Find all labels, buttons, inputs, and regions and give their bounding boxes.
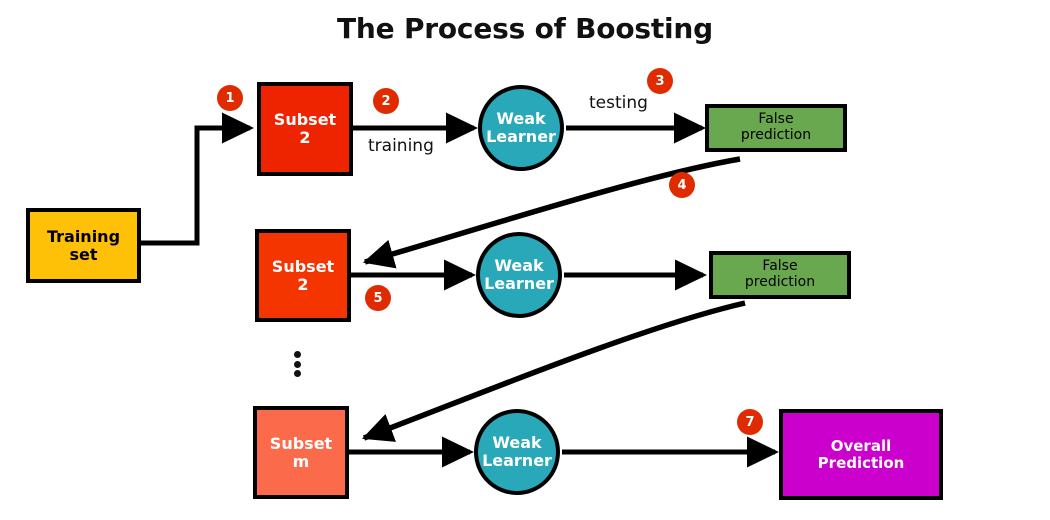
subset-box-row1[interactable]: Subset 2 (257, 82, 353, 176)
vertical-ellipsis-icon (293, 351, 302, 377)
weak-learner-row3-label-line2: Learner (482, 451, 552, 470)
step-badge-2: 2 (373, 88, 399, 114)
weak-learner-row1-label-line1: Weak (496, 109, 546, 129)
weak-learner-circle-row1[interactable]: Weak Learner (478, 85, 564, 171)
subset-row1-label-line1: Subset (273, 110, 337, 130)
training-set-box[interactable]: Training set (26, 208, 141, 283)
false-prediction-box-row1[interactable]: False prediction (705, 104, 847, 152)
subset-row2-label-line2: 2 (297, 274, 309, 294)
edge-feedback-false2-to-subset3 (361, 300, 746, 442)
ellipsis-dot (294, 370, 301, 377)
step-badge-3: 3 (647, 68, 673, 94)
ellipsis-dot (294, 351, 301, 358)
overall-prediction-box[interactable]: Overall Prediction (779, 409, 943, 500)
subset-row3-label-line1: Subset (269, 433, 333, 453)
false-prediction-box-row2[interactable]: False prediction (709, 251, 851, 299)
overall-prediction-label-line1: Overall (830, 436, 892, 455)
subset-row1-label-line2: 2 (299, 128, 311, 147)
weak-learner-row2-label-line1: Weak (494, 256, 544, 276)
step-badge-1: 1 (217, 85, 243, 111)
subset-box-row2[interactable]: Subset 2 (255, 229, 351, 322)
weak-learner-circle-row2[interactable]: Weak Learner (476, 232, 562, 318)
step-badge-7: 7 (737, 409, 763, 435)
overall-prediction-label-line2: Prediction (817, 453, 905, 472)
edge-trainingset-to-subset1 (141, 112, 255, 246)
false-prediction-row2-label-line1: False (762, 258, 798, 275)
subset-row2-label-line1: Subset (271, 256, 335, 276)
weak-learner-row2-label-line2: Learner (484, 274, 554, 293)
weak-learner-row1-label-line2: Learner (486, 127, 556, 146)
training-set-label-line1: Training (46, 226, 121, 246)
false-prediction-row2-label-line2: prediction (744, 274, 816, 290)
subset-box-row3[interactable]: Subset m (253, 406, 349, 499)
subset-row3-label-line2: m (292, 451, 310, 471)
step-badge-4: 4 (669, 172, 695, 198)
weak-learner-circle-row3[interactable]: Weak Learner (474, 409, 560, 495)
page-title: The Process of Boosting (336, 12, 713, 45)
step-badge-5: 5 (365, 285, 391, 311)
edge-label-training: training (368, 136, 434, 156)
false-prediction-row1-label-line1: False (758, 111, 794, 128)
false-prediction-row1-label-line2: prediction (740, 127, 812, 143)
weak-learner-row3-label-line1: Weak (492, 433, 542, 453)
ellipsis-dot (294, 360, 301, 368)
training-set-label-line2: set (69, 244, 98, 264)
edge-label-testing: testing (589, 93, 648, 113)
